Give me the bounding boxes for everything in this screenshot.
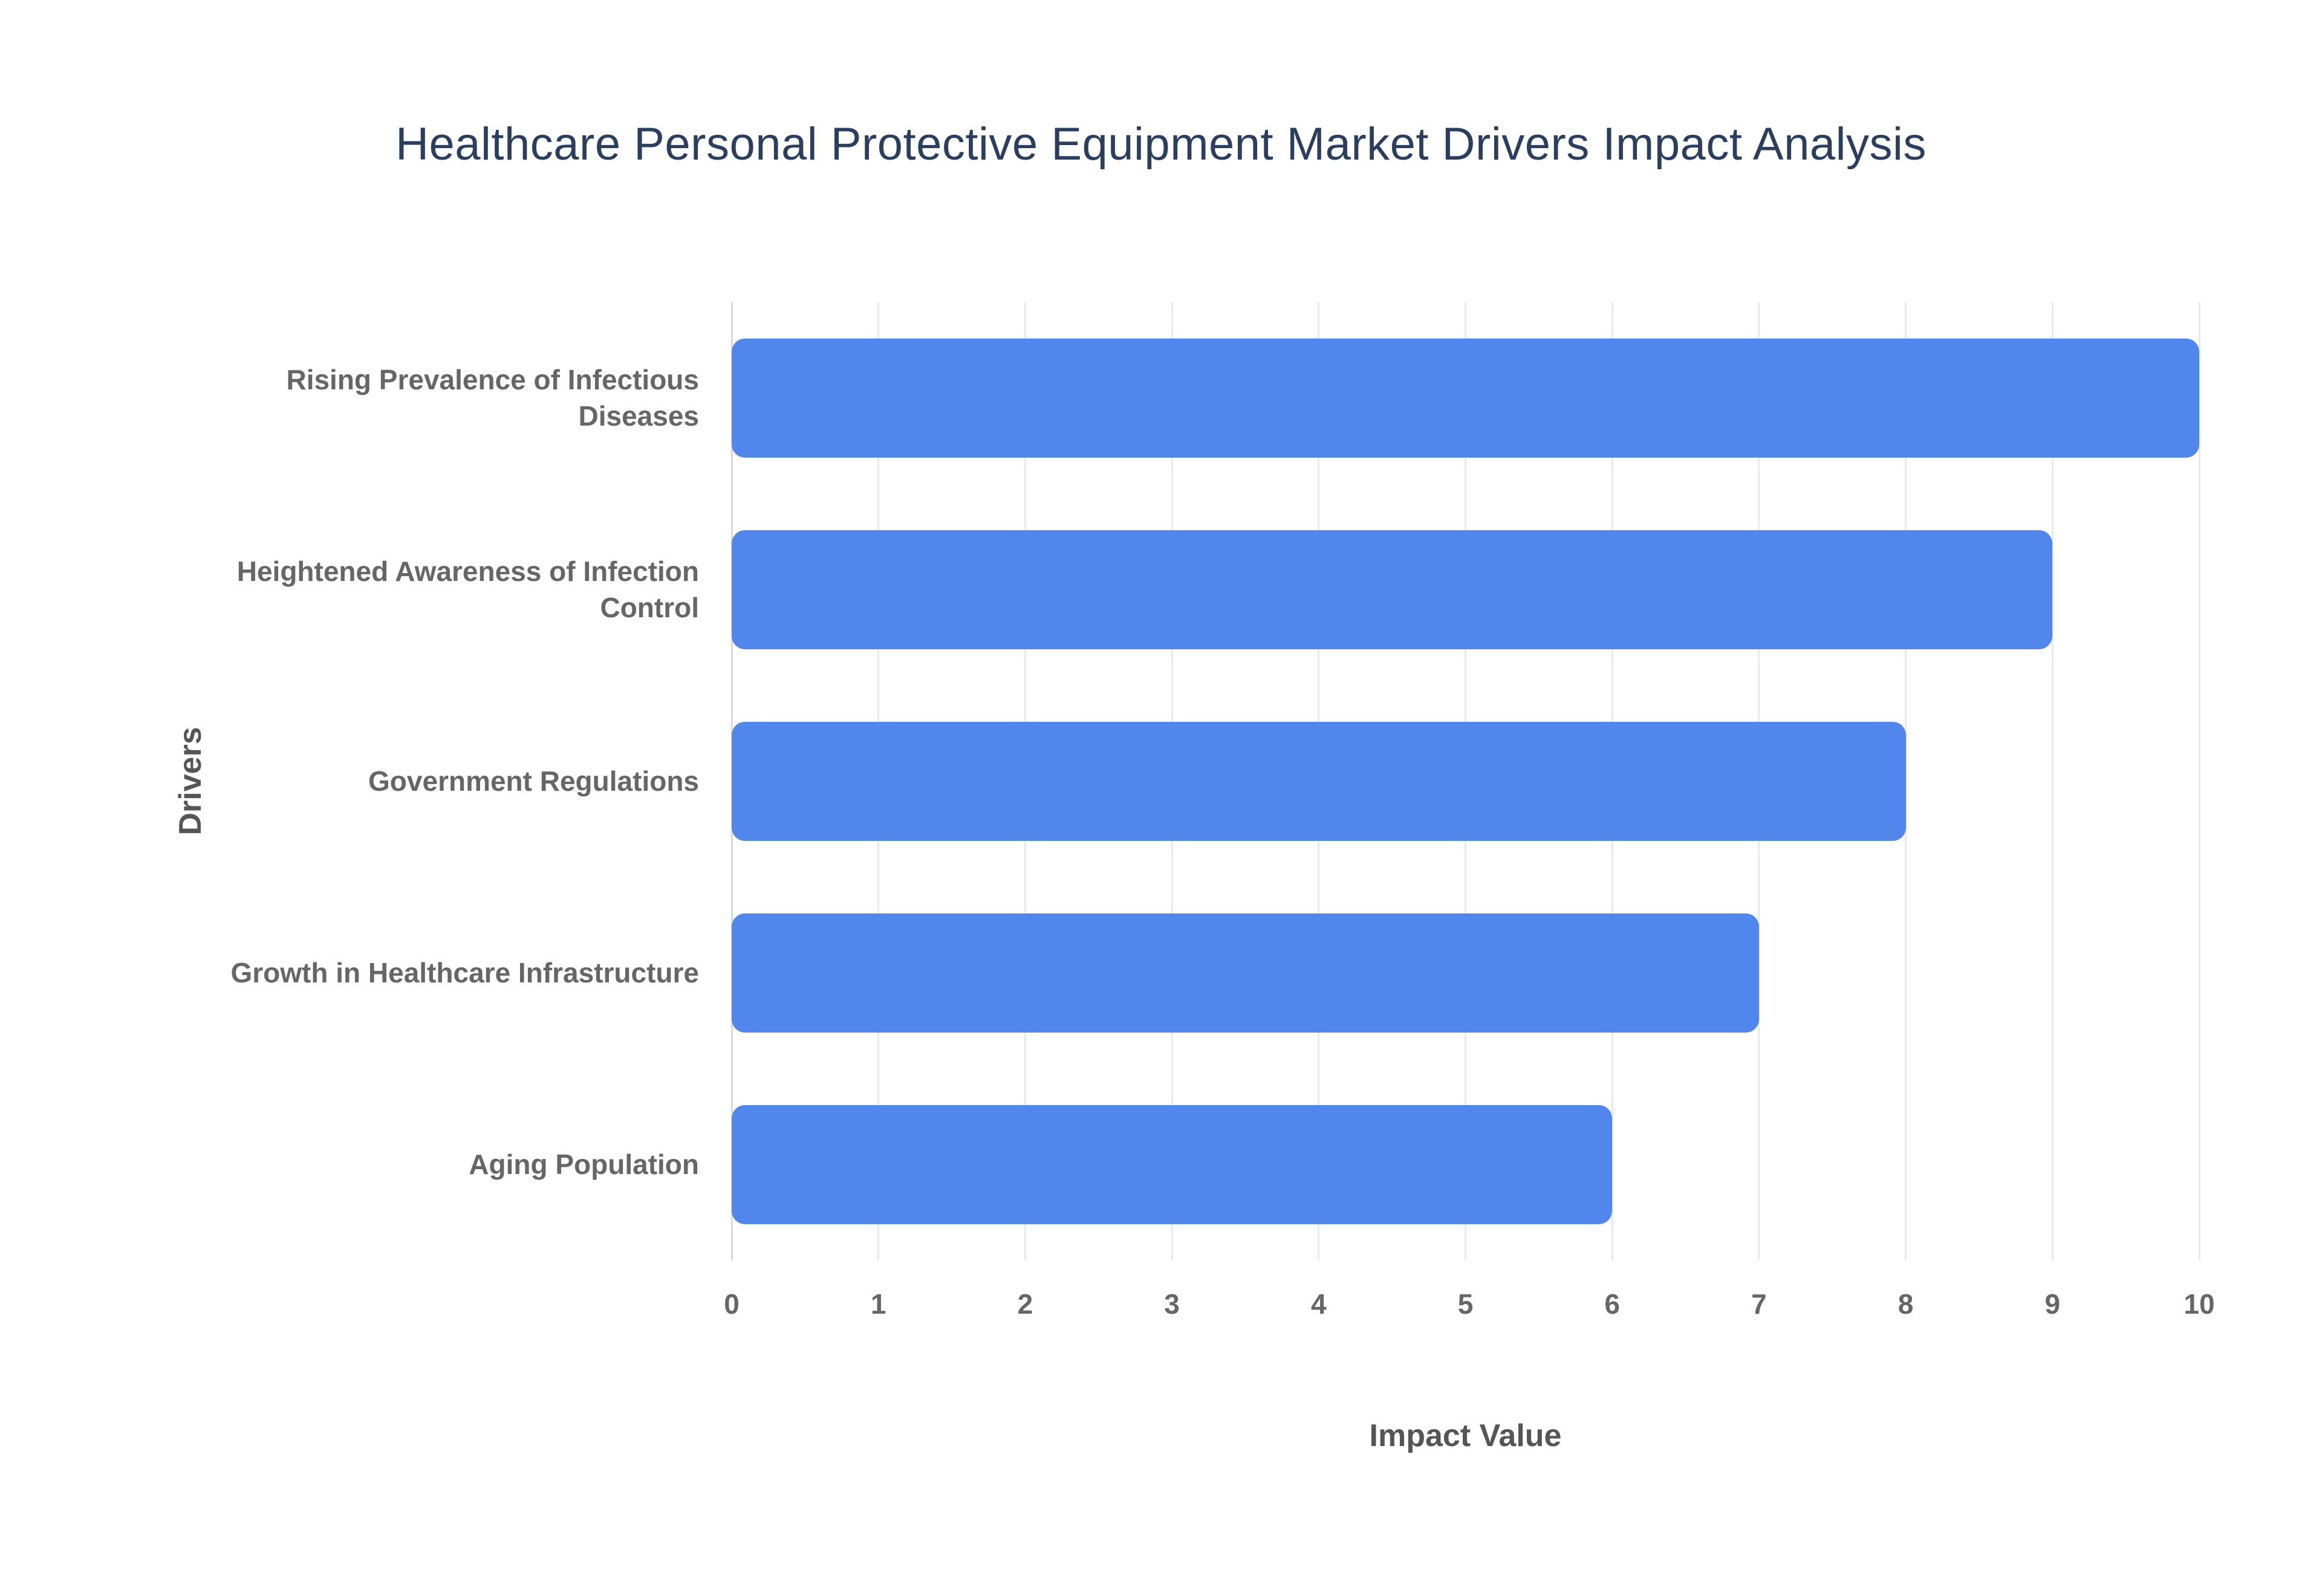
bar	[732, 339, 2199, 458]
category-label: Aging Population	[469, 1148, 699, 1180]
bar-row: Growth in Healthcare Infrastructure	[231, 877, 2199, 1069]
x-tick-label-3: 3	[1164, 1288, 1180, 1320]
bar-row: Rising Prevalence of Infectious Diseases	[286, 302, 2199, 494]
category-label: Rising Prevalence of Infectious Diseases	[286, 363, 699, 432]
bar-row: Heightened Awareness of Infection Contro…	[237, 494, 2199, 686]
x-axis-title: Impact Value	[1369, 1418, 1562, 1453]
category-label: Growth in Healthcare Infrastructure	[230, 956, 700, 988]
x-tick-label-1: 1	[870, 1288, 886, 1320]
bar-row: Government Regulations	[368, 686, 2199, 877]
x-tick-label-2: 2	[1017, 1288, 1033, 1320]
x-tick-label-6: 6	[1604, 1288, 1620, 1320]
x-tick-label-0: 0	[724, 1288, 740, 1320]
category-label: Government Regulations	[368, 765, 699, 797]
gridline-x-9	[2051, 302, 2054, 1260]
x-tick-label-8: 8	[1898, 1288, 1914, 1320]
x-tick-label-5: 5	[1457, 1288, 1474, 1320]
x-tick-label-9: 9	[2044, 1288, 2061, 1320]
x-tick-label-7: 7	[1751, 1288, 1767, 1320]
plot-area: Rising Prevalence of Infectious Diseases…	[231, 302, 2200, 1260]
x-tick-label-10: 10	[2184, 1288, 2215, 1320]
bar-row: Aging Population	[469, 1069, 2199, 1260]
bar	[732, 1105, 1613, 1224]
gridline-x-10	[2198, 302, 2200, 1260]
x-tick-label-4: 4	[1311, 1288, 1327, 1320]
bar	[732, 913, 1759, 1033]
category-label: Heightened Awareness of Infection Contro…	[236, 555, 699, 623]
bar	[732, 530, 2053, 649]
chart-title: Healthcare Personal Protective Equipment…	[395, 118, 1927, 170]
bar	[732, 722, 1906, 841]
x-axis-ticks: 0 1 2 3 4 5 6 7 8 9 10	[724, 1288, 2214, 1330]
gridline-x-8	[1905, 302, 1907, 1260]
